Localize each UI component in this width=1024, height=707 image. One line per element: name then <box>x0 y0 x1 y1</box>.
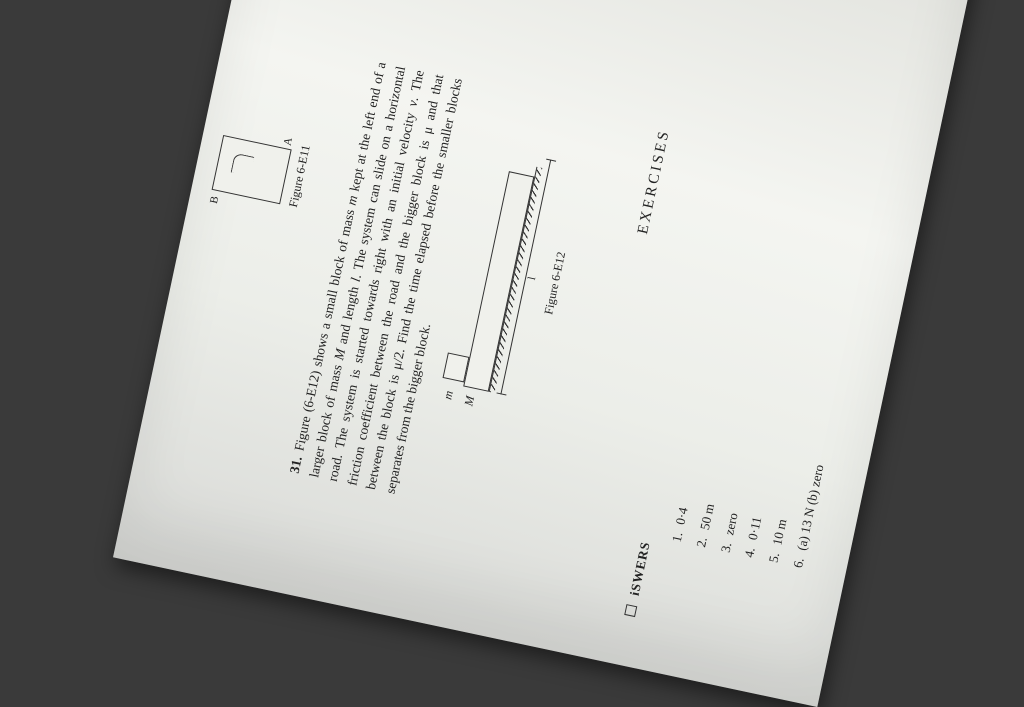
figure-6-e11: B A Figure 6-E11 <box>212 128 314 209</box>
problem-number: 31. <box>285 455 308 476</box>
figure-6-e11-frame: B A <box>212 135 292 204</box>
figure-label-a: A <box>282 136 295 146</box>
answer-num: 6. <box>783 556 812 583</box>
answer-val: 0·4 <box>669 505 697 527</box>
textbook-page: B A Figure 6-E11 31. Figure (6-E12) show… <box>113 0 1004 707</box>
figure-block-label-m: m <box>441 389 457 401</box>
problem-31: 31. Figure (6-E12) shows a small block o… <box>285 60 487 495</box>
length-label: l <box>526 276 538 281</box>
answers-section: iSWERS 1.0·4 2.50 m 3.zero 4.0·11 5.10 m… <box>637 0 957 582</box>
figure-6-e11-arm <box>231 153 255 177</box>
answers-label-text: iSWERS <box>627 540 653 597</box>
checkbox-icon <box>625 604 638 617</box>
figure-label-b: B <box>208 195 221 205</box>
figure-block-label-bigm: M <box>462 395 479 408</box>
